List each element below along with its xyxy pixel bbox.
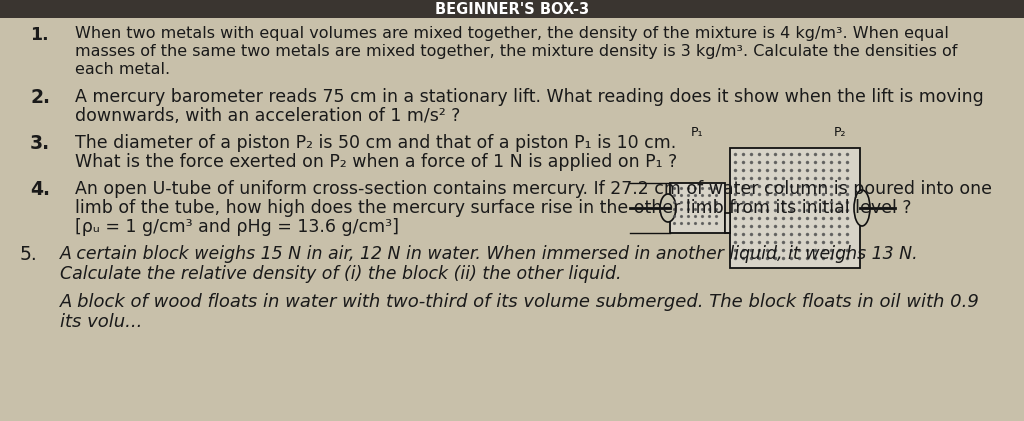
Bar — [725, 213, 730, 233]
Text: limb of the tube, how high does the mercury surface rise in the other limb from : limb of the tube, how high does the merc… — [75, 199, 911, 217]
Text: 2.: 2. — [30, 88, 50, 107]
Bar — [0, 0, 1024, 18]
Text: The diameter of a piston P₂ is 50 cm and that of a piston P₁ is 10 cm.: The diameter of a piston P₂ is 50 cm and… — [75, 134, 676, 152]
Text: 4.: 4. — [30, 180, 50, 199]
Text: An open U-tube of uniform cross-section contains mercury. If 27.2 cm of water co: An open U-tube of uniform cross-section … — [75, 180, 992, 198]
Text: downwards, with an acceleration of 1 m/s² ?: downwards, with an acceleration of 1 m/s… — [75, 107, 461, 125]
Text: What is the force exerted on P₂ when a force of 1 N is applied on P₁ ?: What is the force exerted on P₂ when a f… — [75, 153, 677, 171]
Text: A certain block weighs 15 N in air, 12 N in water. When immersed in another liqu: A certain block weighs 15 N in air, 12 N… — [60, 245, 919, 263]
Text: 5.: 5. — [20, 245, 38, 264]
Text: 1.: 1. — [30, 26, 48, 44]
Text: A block of wood floats in water with two-third of its volume submerged. The bloc: A block of wood floats in water with two… — [60, 293, 980, 311]
Text: When two metals with equal volumes are mixed together, the density of the mixtur: When two metals with equal volumes are m… — [75, 26, 949, 41]
Text: BEGINNER'S BOX-3: BEGINNER'S BOX-3 — [435, 2, 589, 16]
Ellipse shape — [660, 194, 676, 222]
Text: [ρᵤ = 1 g/cm³ and ρHg = 13.6 g/cm³]: [ρᵤ = 1 g/cm³ and ρHg = 13.6 g/cm³] — [75, 218, 399, 236]
Text: its volu...: its volu... — [60, 313, 142, 331]
Text: P₁: P₁ — [691, 126, 703, 139]
Text: A mercury barometer reads 75 cm in a stationary lift. What reading does it show : A mercury barometer reads 75 cm in a sta… — [75, 88, 984, 106]
Bar — [670, 183, 725, 233]
Text: P₂: P₂ — [834, 126, 846, 139]
Text: Calculate the relative density of (i) the block (ii) the other liquid.: Calculate the relative density of (i) th… — [60, 265, 622, 283]
Text: each metal.: each metal. — [75, 62, 170, 77]
Ellipse shape — [854, 190, 870, 226]
Bar — [730, 148, 860, 268]
Text: 3.: 3. — [30, 134, 50, 153]
Text: masses of the same two metals are mixed together, the mixture density is 3 kg/m³: masses of the same two metals are mixed … — [75, 44, 957, 59]
